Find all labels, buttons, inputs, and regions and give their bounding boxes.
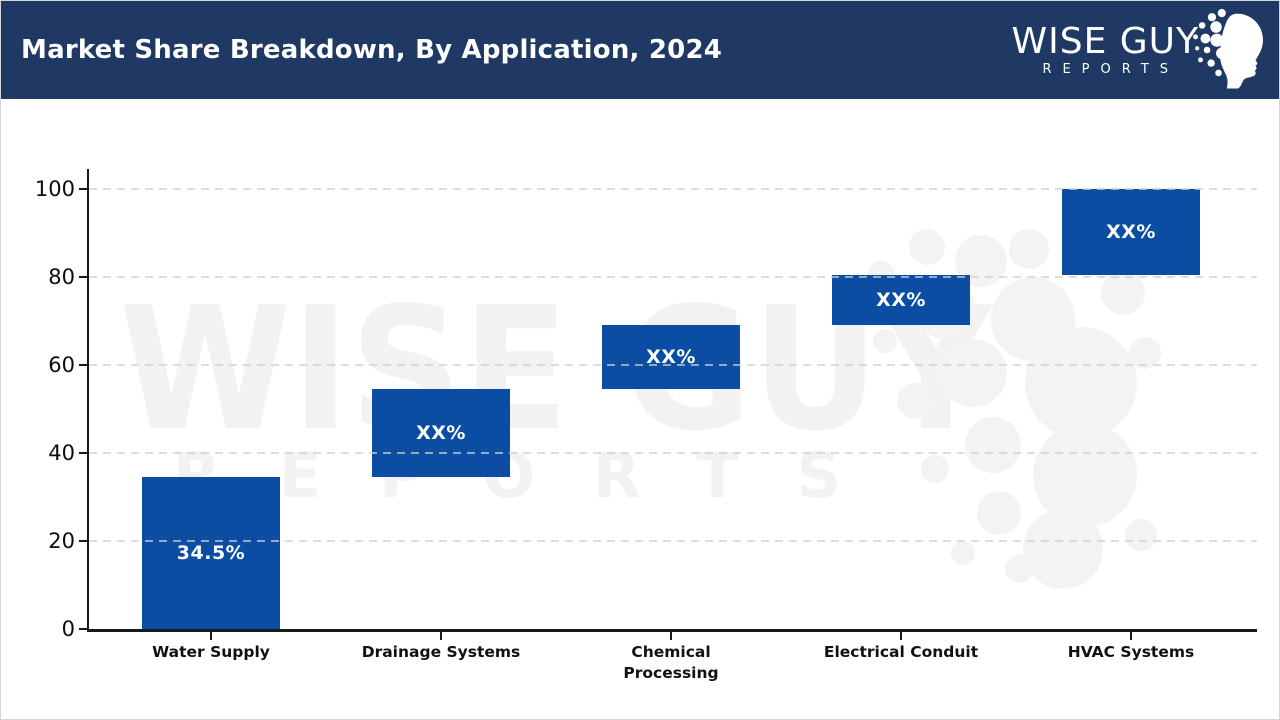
x-tick-label: Electrical Conduit xyxy=(823,643,979,661)
y-tick-label: 40 xyxy=(48,441,75,465)
y-tick-label: 0 xyxy=(61,617,75,641)
y-tick-label: 60 xyxy=(48,353,75,377)
x-tick xyxy=(210,632,212,640)
x-tick-label: Water Supply xyxy=(152,643,270,661)
chart-title: Market Share Breakdown, By Application, … xyxy=(21,35,723,65)
y-tick-label: 100 xyxy=(34,177,75,201)
bar-drainage-systems xyxy=(372,389,510,478)
x-axis-spine xyxy=(87,629,1257,632)
y-axis-spine xyxy=(87,169,89,631)
x-tick xyxy=(1130,632,1132,640)
y-tick-label: 20 xyxy=(48,529,75,553)
logo-text: WISE GUY REPORTS xyxy=(1011,21,1200,77)
y-tick xyxy=(79,364,87,366)
header-bar: Market Share Breakdown, By Application, … xyxy=(1,1,1279,99)
y-tick xyxy=(79,540,87,542)
x-tick-label: HVAC Systems xyxy=(1067,643,1195,661)
bar-water-supply xyxy=(142,477,280,629)
bar-value-label: XX% xyxy=(416,422,466,445)
bar-hvac-systems xyxy=(1062,189,1200,275)
x-tick xyxy=(900,632,902,640)
y-tick-label: 80 xyxy=(48,265,75,289)
bar-chemical-processing xyxy=(602,325,740,390)
bar-value-label: XX% xyxy=(1106,220,1156,243)
y-tick xyxy=(79,628,87,630)
logo-head-icon xyxy=(1193,9,1263,89)
x-tick xyxy=(440,632,442,640)
x-tick-label: Chemical Processing xyxy=(623,643,719,682)
logo-subtext: REPORTS xyxy=(1042,62,1180,77)
bar-value-label: XX% xyxy=(876,289,926,312)
bar-value-label: XX% xyxy=(646,346,696,369)
bar-value-label: 34.5% xyxy=(176,542,246,565)
wise-guy-reports-logo: WISE GUY REPORTS xyxy=(1012,7,1272,93)
x-tick xyxy=(670,632,672,640)
y-tick xyxy=(79,276,87,278)
y-tick xyxy=(79,452,87,454)
x-tick-label: Drainage Systems xyxy=(361,643,521,661)
y-tick xyxy=(79,188,87,190)
logo-wordmark: WISE GUY xyxy=(1011,21,1199,62)
